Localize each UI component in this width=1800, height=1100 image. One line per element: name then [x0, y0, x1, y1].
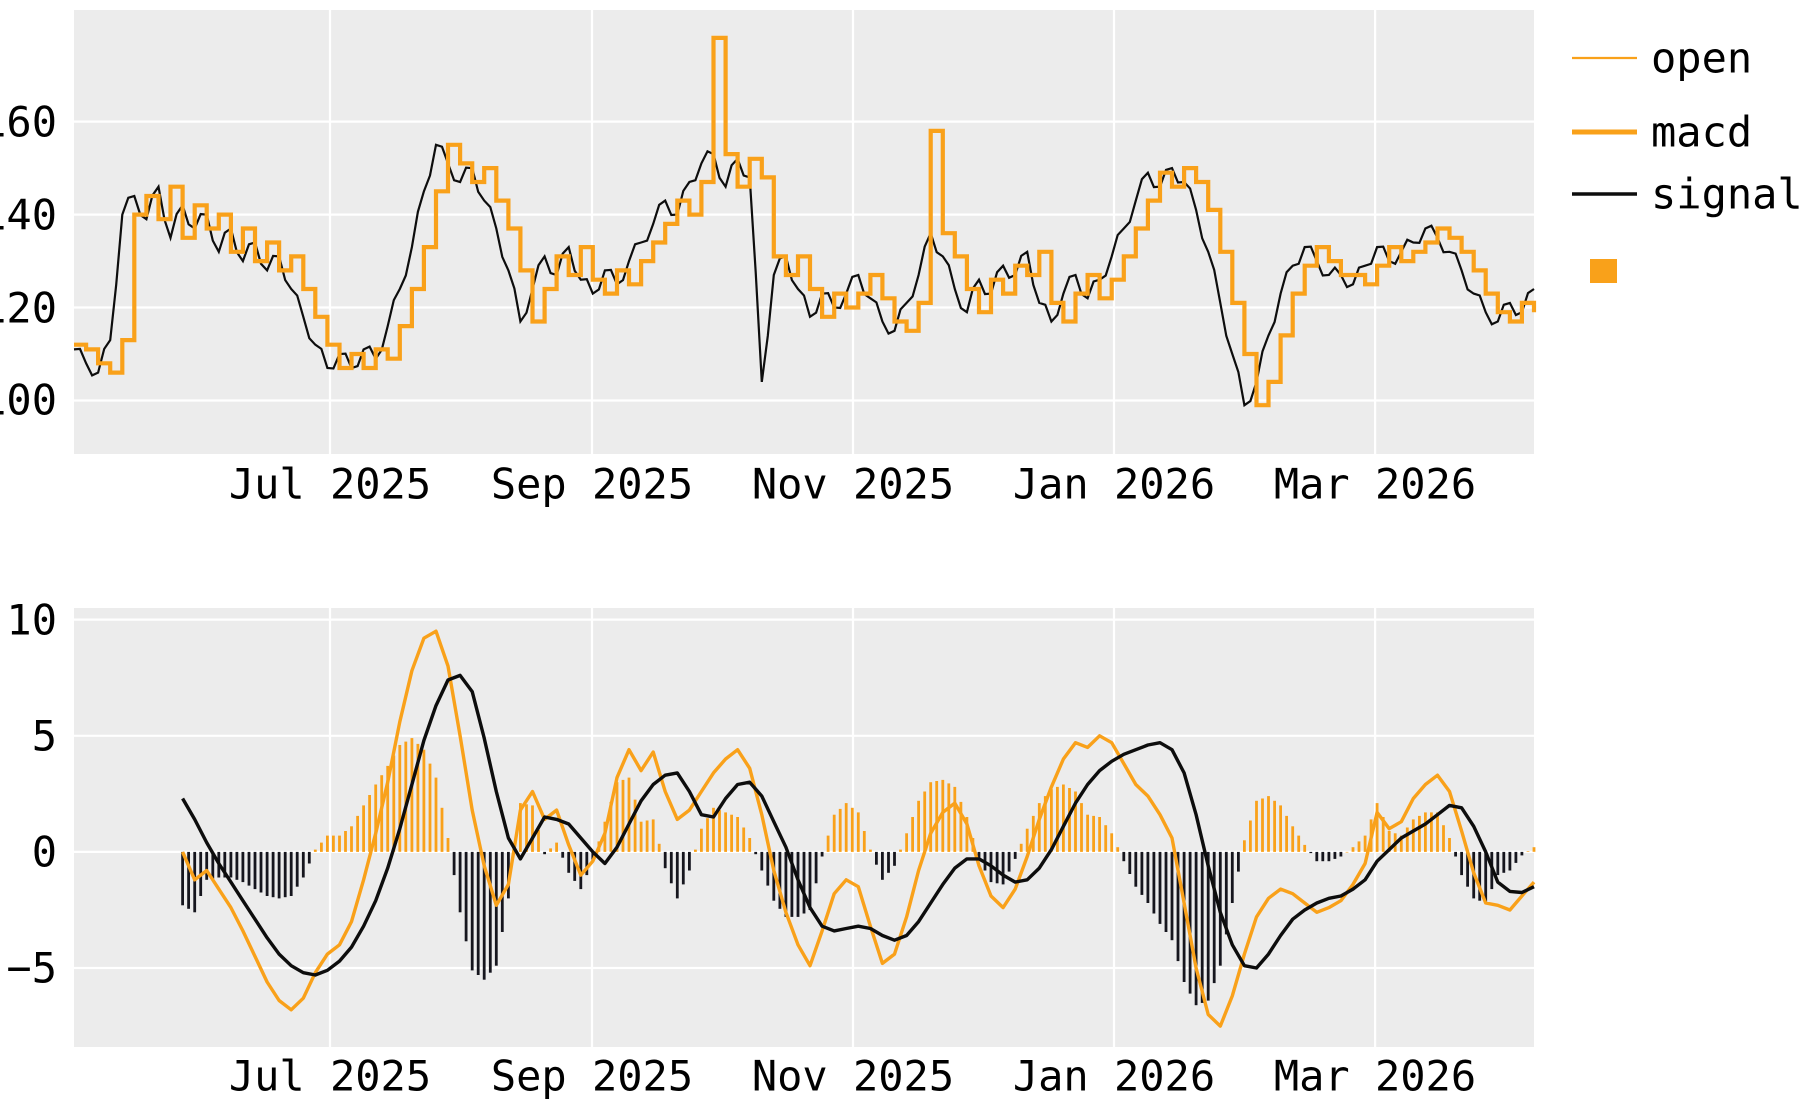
legend-macd-label: macd [1651, 108, 1752, 157]
y-tick-label: 100 [0, 376, 57, 425]
macd-plot-area [74, 608, 1534, 1047]
x-tick-label: Jul 2025 [229, 1052, 431, 1100]
x-tick-label: Sep 2025 [491, 1052, 693, 1100]
x-tick-label: Mar 2026 [1274, 460, 1476, 509]
x-tick-label: Jan 2026 [1013, 1052, 1215, 1100]
signal-line [181, 673, 1535, 977]
price-plot-area [74, 10, 1534, 454]
y-tick-label: 5 [32, 712, 57, 761]
legend-histogram-patch-swatch [1590, 259, 1617, 283]
macd-y-axis: 10 5 0 −5 [6, 596, 57, 993]
y-tick-label: 10 [6, 596, 57, 645]
x-tick-label: Mar 2026 [1274, 1052, 1476, 1100]
y-tick-label: 0 [32, 828, 57, 877]
x-tick-label: Nov 2025 [752, 460, 954, 509]
chart-series-layer [73, 10, 1537, 1047]
macd-x-axis: Jul 2025 Sep 2025 Nov 2025 Jan 2026 Mar … [229, 1052, 1476, 1100]
y-tick-label: 140 [0, 191, 57, 240]
gridlines [74, 10, 1534, 454]
x-tick-label: Jul 2025 [229, 460, 431, 509]
x-tick-label: Sep 2025 [491, 460, 693, 509]
x-tick-label: Nov 2025 [752, 1052, 954, 1100]
y-tick-label: 120 [0, 284, 57, 333]
close-series-line [73, 143, 1535, 408]
open-series-step-line [74, 35, 1537, 408]
x-tick-label: Jan 2026 [1013, 460, 1215, 509]
legend: open macd signal [1572, 34, 1800, 283]
price-y-axis: 160 140 120 100 [0, 98, 57, 425]
legend-open-label: open [1651, 34, 1752, 83]
legend-signal-label: signal [1651, 170, 1800, 219]
price-x-axis: Jul 2025 Sep 2025 Nov 2025 Jan 2026 Mar … [229, 460, 1476, 509]
y-tick-label: 160 [0, 98, 57, 147]
y-tick-label: −5 [6, 944, 57, 993]
